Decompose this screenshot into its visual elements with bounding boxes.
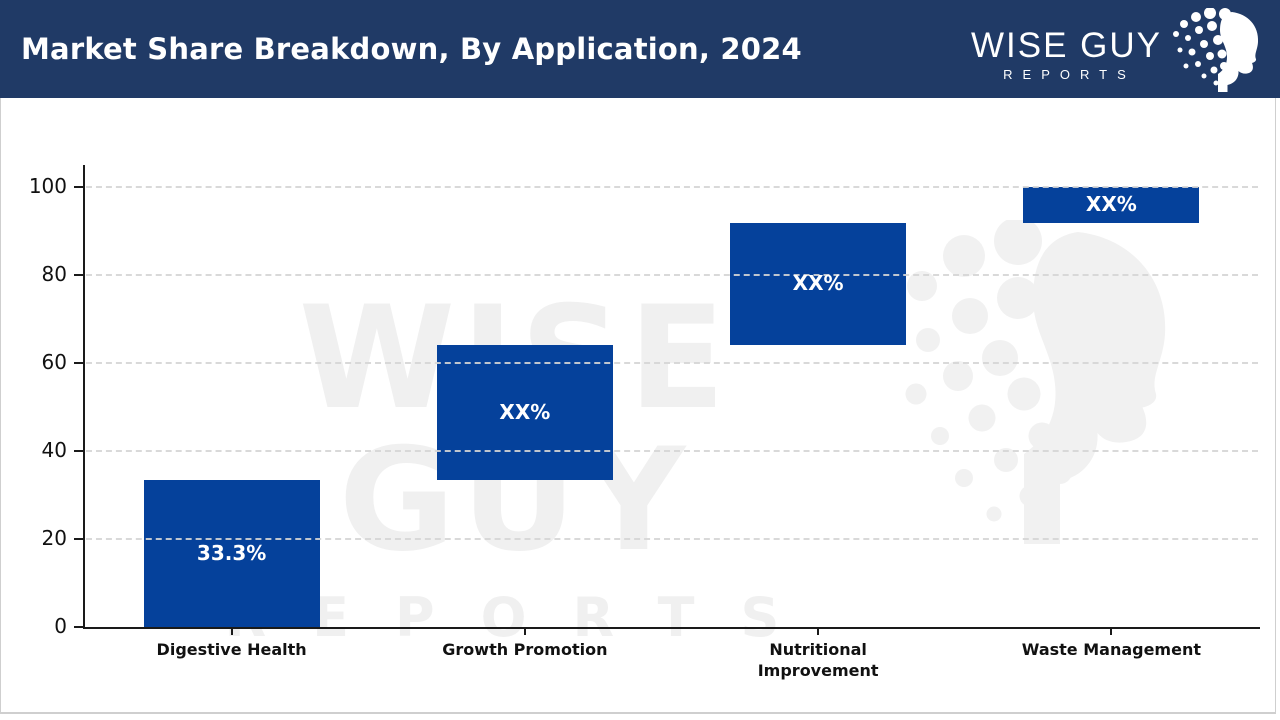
y-tick-mark — [74, 538, 83, 540]
x-tick-mark — [230, 629, 233, 635]
x-category-label: Growth Promotion — [442, 640, 608, 659]
brand-head-icon — [1173, 8, 1259, 92]
gridline-y-80 — [86, 274, 1258, 276]
bar-waste-management — [1023, 187, 1200, 224]
y-tick-mark — [74, 362, 83, 364]
y-tick-label: 40 — [41, 438, 67, 462]
bar-nutritional-improvement — [730, 223, 907, 345]
page-title: Market Share Breakdown, By Application, … — [21, 32, 802, 66]
x-tick-mark — [1110, 629, 1113, 635]
gridline-y-60 — [86, 362, 1258, 364]
y-tick-mark — [74, 626, 83, 628]
brand-logo: WISE GUY REPORTS — [971, 8, 1262, 92]
bar-value-label: 33.3% — [196, 540, 267, 565]
y-tick-mark — [74, 450, 83, 452]
bar-value-label: XX% — [1085, 192, 1137, 217]
bar-digestive-health — [143, 480, 320, 627]
gridline-y-100 — [86, 186, 1258, 188]
header-bar: Market Share Breakdown, By Application, … — [0, 0, 1280, 98]
brand-logo-line1: WISE GUY — [970, 26, 1162, 66]
bar-growth-promotion — [436, 344, 613, 481]
bar-value-label: XX% — [499, 399, 551, 424]
brand-logo-line2: REPORTS — [1003, 66, 1136, 82]
y-tick-mark — [74, 186, 83, 188]
watermark: WISE GUY REPORTS — [120, 288, 910, 650]
watermark-line1: WISE GUY — [299, 288, 726, 583]
x-category-label: Nutritional Improvement — [757, 640, 879, 680]
x-tick-mark — [817, 629, 820, 635]
y-tick-label: 100 — [28, 174, 67, 198]
y-tick-mark — [74, 274, 83, 276]
x-category-label: Digestive Health — [156, 640, 307, 659]
x-category-label: Waste Management — [1021, 640, 1201, 659]
x-tick-mark — [523, 629, 526, 635]
gridline-y-40 — [86, 450, 1258, 452]
y-tick-label: 20 — [41, 526, 67, 550]
brand-logo-text: WISE GUY REPORTS — [970, 26, 1162, 82]
y-tick-label: 0 — [54, 614, 67, 638]
watermark-head-icon — [905, 220, 1166, 544]
bar-value-label: XX% — [792, 271, 844, 296]
y-tick-label: 60 — [41, 350, 67, 374]
x-axis-spine — [83, 627, 1260, 629]
y-axis-spine — [83, 165, 85, 629]
gridline-y-20 — [86, 538, 1258, 540]
y-tick-label: 80 — [41, 262, 67, 286]
